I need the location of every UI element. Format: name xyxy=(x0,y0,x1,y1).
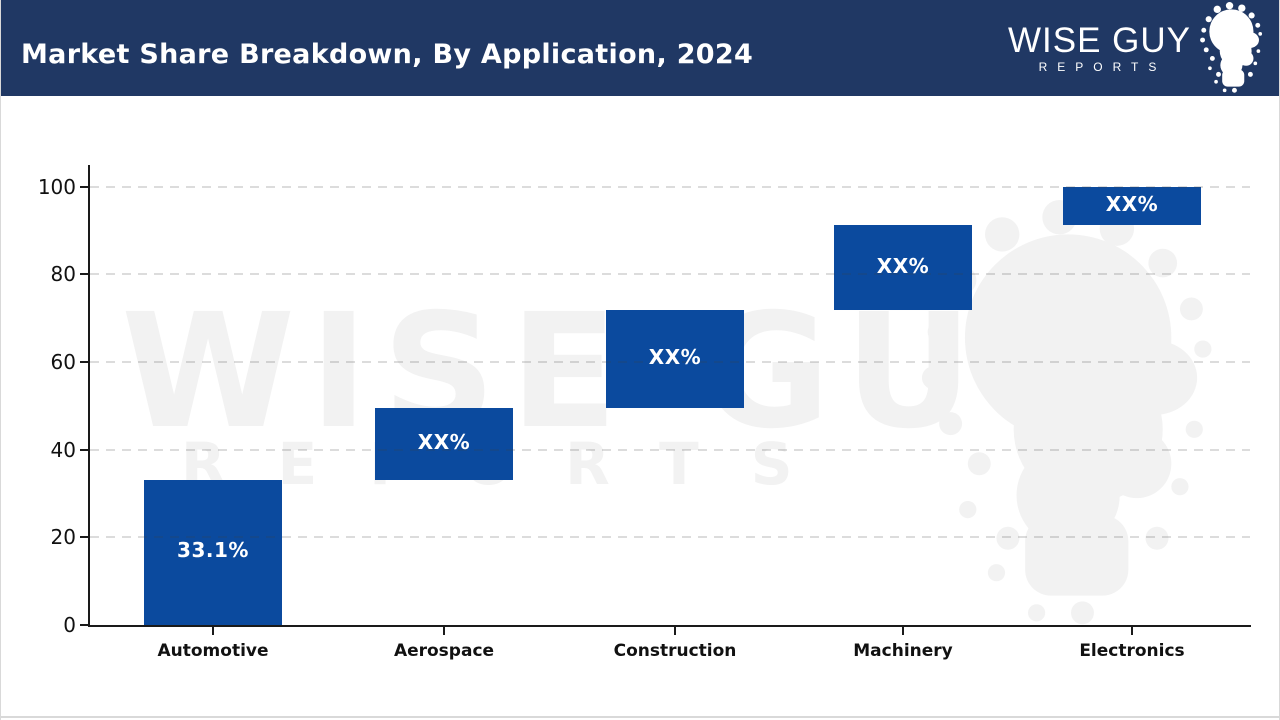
x-axis-category-label: Electronics xyxy=(1079,641,1185,661)
wise-guy-reports-logo: WISE GUY REPORTS xyxy=(1008,2,1269,94)
y-axis-tick xyxy=(80,361,89,364)
bar-value-label: XX% xyxy=(1105,191,1159,216)
x-axis-tick xyxy=(212,627,214,635)
frame-bottom-border xyxy=(1,716,1279,718)
y-axis-tick-label: 20 xyxy=(50,525,76,550)
x-axis-tick xyxy=(443,627,445,635)
y-axis-tick xyxy=(80,185,89,188)
bar-value-label: XX% xyxy=(417,429,471,454)
gridline-20 xyxy=(90,536,1250,539)
logo-subtitle: REPORTS xyxy=(1038,59,1167,74)
gridline-100 xyxy=(90,185,1250,188)
y-axis-line xyxy=(88,165,90,627)
x-axis-category-label: Aerospace xyxy=(393,641,495,661)
x-axis-line xyxy=(88,625,1251,627)
bar-value-label: XX% xyxy=(648,344,702,369)
header-bar: Market Share Breakdown, By Application, … xyxy=(1,0,1279,96)
bar-aerospace xyxy=(375,407,513,480)
gridline-80 xyxy=(90,273,1250,276)
y-axis-tick xyxy=(80,624,89,626)
y-axis-tick-label: 60 xyxy=(50,350,76,375)
bar-value-label: 33.1% xyxy=(177,538,249,563)
bar-electronics xyxy=(1063,186,1201,226)
y-axis-tick xyxy=(80,536,89,539)
x-axis-tick xyxy=(1131,627,1133,635)
y-axis-tick-label: 0 xyxy=(63,613,76,637)
bar-machinery xyxy=(834,225,972,310)
x-axis-tick xyxy=(902,627,904,635)
x-axis-category-label: Machinery xyxy=(853,641,953,661)
x-axis-category-label: Construction xyxy=(613,641,737,661)
y-axis-tick-label: 40 xyxy=(50,437,76,462)
bar-automotive xyxy=(144,479,282,625)
y-axis-tick-label: 100 xyxy=(37,174,76,199)
gridline-40 xyxy=(90,448,1250,451)
bar-value-label: XX% xyxy=(876,253,930,278)
page-title: Market Share Breakdown, By Application, … xyxy=(21,38,754,70)
y-axis-tick xyxy=(80,448,89,451)
logo-wordmark: WISE GUY xyxy=(1007,20,1191,60)
y-axis-tick xyxy=(80,273,89,276)
x-axis-category-label: Automotive xyxy=(157,641,269,661)
x-axis-tick xyxy=(674,627,676,635)
bar-construction xyxy=(606,309,744,408)
gridline-60 xyxy=(90,361,1250,364)
y-axis-tick-label: 80 xyxy=(50,262,76,287)
